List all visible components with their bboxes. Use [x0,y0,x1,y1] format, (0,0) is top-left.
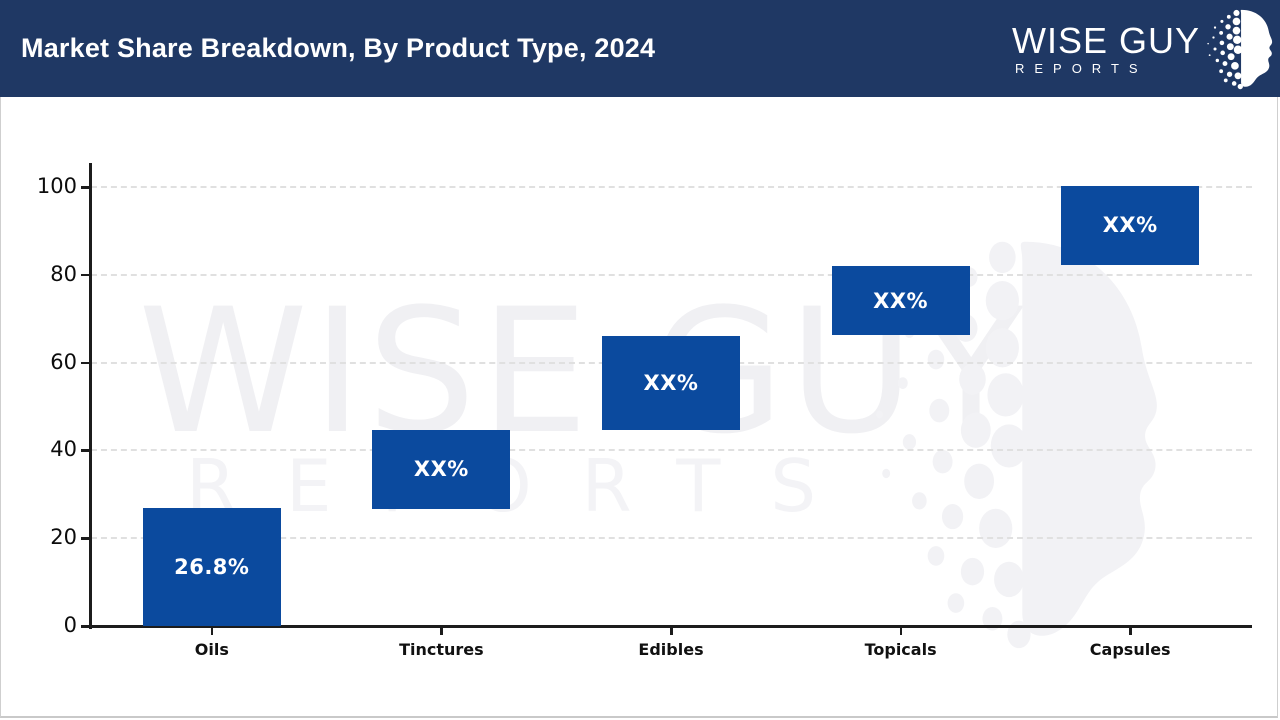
gridline-20 [91,537,1252,540]
bar-edibles: XX% [602,336,740,431]
logo-subtitle: REPORTS [1014,61,1148,76]
y-tick-80 [81,273,89,277]
y-tick-label-20: 20 [50,525,77,550]
x-tick-capsules [1129,628,1132,635]
y-tick-100 [81,186,89,189]
logo-name: WISE GUY [1011,20,1200,61]
gridline-40 [91,449,1252,452]
bar-topicals: XX% [831,266,970,336]
x-tick-tinctures [440,628,443,635]
category-label-topicals: Topicals [864,640,937,659]
bar-value-label: XX% [873,288,929,313]
bar-capsules: XX% [1061,186,1200,265]
x-tick-topicals [899,628,903,635]
bar-oils: 26.8% [142,508,281,626]
dotted-head-icon [1207,9,1273,90]
bar-value-label: XX% [413,457,469,482]
bar-value-label: XX% [1102,213,1158,238]
x-axis-line [89,625,1252,628]
logo-text: WISE GUY REPORTS [1011,20,1200,76]
gridline-100 [91,186,1252,188]
y-tick-20 [81,537,89,540]
category-label-tinctures: Tinctures [399,640,484,659]
wise-guy-reports-logo: WISE GUY REPORTS [1012,3,1274,95]
category-label-capsules: Capsules [1089,640,1171,659]
y-tick-40 [81,449,89,452]
y-tick-60 [81,361,89,365]
bar-value-label: 26.8% [174,555,250,580]
y-tick-label-60: 60 [50,349,77,374]
y-tick-label-40: 40 [50,437,77,462]
category-label-oils: Oils [194,640,229,659]
x-tick-oils [210,628,214,635]
header-band: Market Share Breakdown, By Product Type,… [0,0,1280,97]
bar-tinctures: XX% [372,430,511,509]
page-title: Market Share Breakdown, By Product Type,… [21,33,656,63]
y-axis-line [89,163,92,629]
bar-value-label: XX% [643,371,699,396]
gridline-80 [91,273,1252,276]
y-tick-label-80: 80 [50,261,77,286]
y-tick-label-0: 0 [63,613,77,637]
category-label-edibles: Edibles [638,640,704,659]
y-tick-label-100: 100 [36,174,77,198]
y-tick-0 [81,625,89,628]
x-tick-edibles [670,628,673,635]
